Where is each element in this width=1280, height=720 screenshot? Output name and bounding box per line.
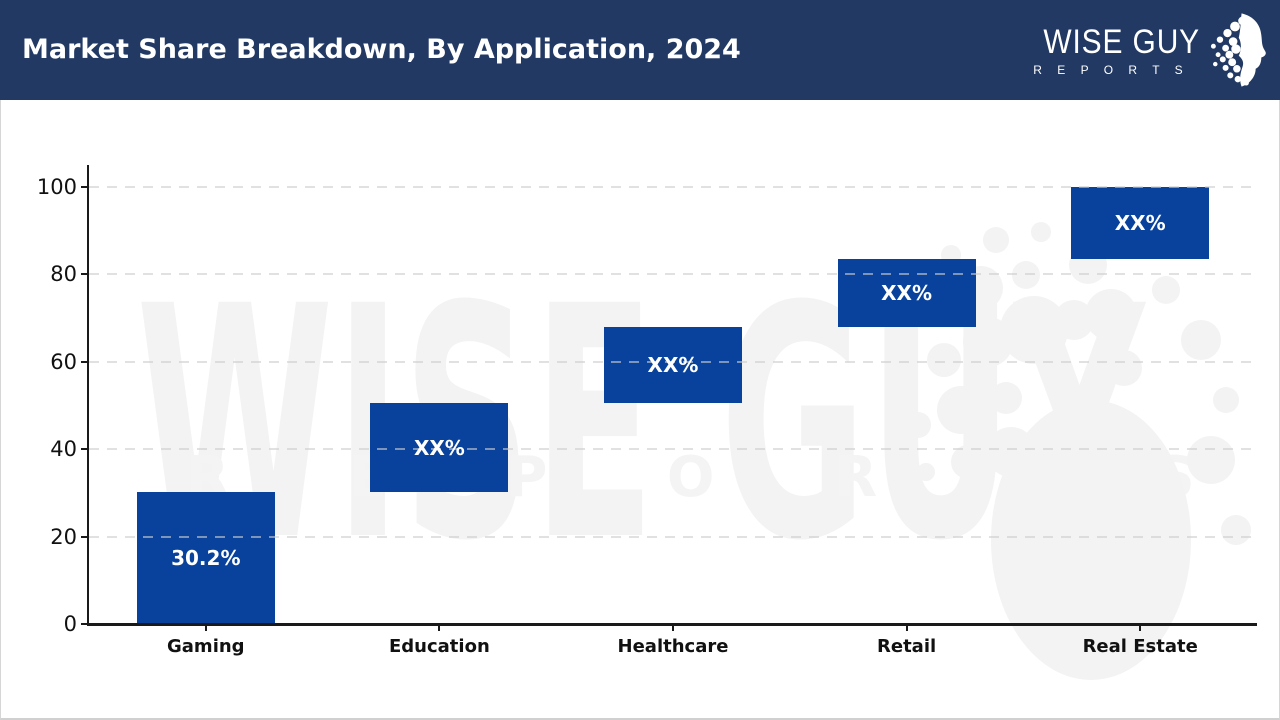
logo-primary-text: WISE GUY: [1043, 23, 1200, 61]
brand-logo: WISE GUY R E P O R T S: [1022, 8, 1266, 92]
logo-secondary-text: R E P O R T S: [1033, 63, 1189, 77]
x-tick-mark: [438, 624, 441, 631]
bar-value-label-retail: XX%: [881, 280, 933, 305]
x-axis-label-real-estate: Real Estate: [1082, 636, 1198, 657]
logo-face-icon: [1210, 13, 1266, 87]
page-title: Market Share Breakdown, By Application, …: [22, 34, 741, 65]
y-tick-label-100: 100: [36, 174, 77, 199]
bar-value-label-real-estate: XX%: [1114, 210, 1166, 235]
x-tick-mark: [905, 624, 908, 631]
gridline-80: [89, 273, 1257, 276]
y-axis-line: [87, 165, 89, 626]
x-axis-label-retail: Retail: [877, 636, 937, 657]
y-tick-label-20: 20: [50, 524, 77, 549]
plot-area: 30.2% Gaming XX% Education XX% Healthcare XX% R…: [1, 100, 1279, 718]
y-tick-mark: [81, 448, 89, 451]
y-tick-mark: [81, 623, 89, 625]
bar-healthcare: [604, 326, 742, 404]
logo-wordmark: WISE GUY R E P O R T S: [1022, 23, 1200, 77]
x-tick-mark: [672, 624, 674, 631]
y-tick-mark: [81, 535, 89, 538]
gridline-100: [89, 185, 1257, 188]
x-tick-mark: [204, 624, 207, 631]
bar-value-label-healthcare: XX%: [647, 352, 699, 377]
gridline-60: [89, 360, 1257, 363]
x-axis-label-education: Education: [389, 636, 490, 657]
bar-value-label-gaming: 30.2%: [171, 545, 241, 570]
x-tick-mark: [1139, 624, 1142, 631]
y-tick-mark: [81, 273, 89, 276]
y-tick-mark: [81, 185, 89, 188]
y-tick-label-0: 0: [63, 612, 77, 636]
y-tick-label-60: 60: [50, 349, 77, 374]
y-tick-mark: [81, 360, 89, 363]
x-axis-line: [87, 623, 1257, 626]
chart-canvas: WISE GUY R E P O R T S 30.2% Gaming XX% Edu…: [0, 100, 1280, 720]
y-tick-label-80: 80: [50, 262, 77, 287]
bar-value-label-education: XX%: [413, 435, 465, 460]
x-axis-label-gaming: Gaming: [167, 636, 245, 657]
bar-gaming: [136, 491, 275, 624]
gridline-20: [89, 535, 1257, 538]
y-tick-label-40: 40: [50, 437, 77, 462]
bar-real-estate: [1071, 186, 1210, 259]
header-bar: Market Share Breakdown, By Application, …: [0, 0, 1280, 100]
x-axis-label-healthcare: Healthcare: [617, 636, 729, 657]
gridline-40: [89, 448, 1257, 451]
bar-education: [370, 403, 509, 492]
bar-retail: [837, 258, 976, 327]
